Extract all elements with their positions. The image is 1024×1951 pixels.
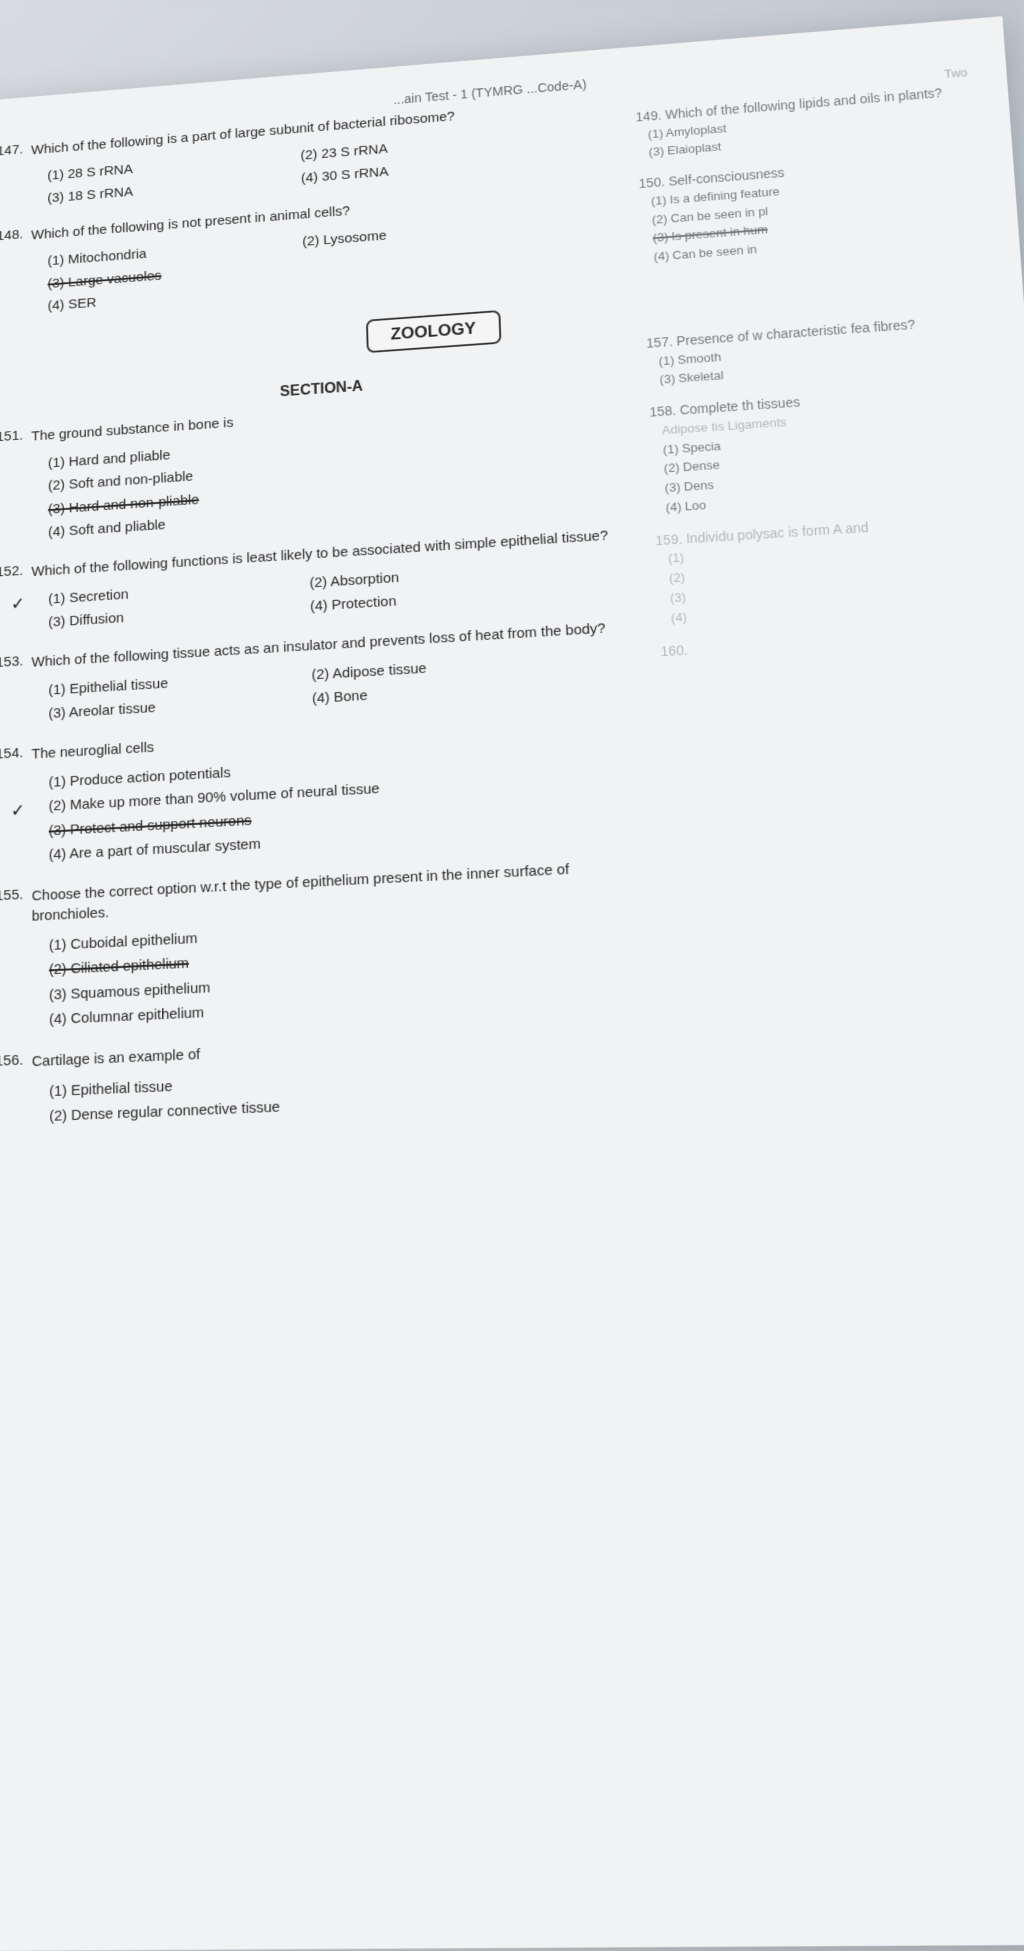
zoology-label: ZOOLOGY	[366, 310, 501, 353]
question-160: 160.	[660, 622, 1008, 661]
question-155: 155. Choose the correct option w.r.t the…	[32, 855, 647, 1033]
right-column: Two 149. Which of the following lipids a…	[635, 65, 1024, 1122]
q154-num: 154.	[0, 744, 23, 762]
q153-num: 153.	[0, 653, 23, 670]
question-159: 159. Individu polysac is form A and (1) …	[655, 510, 1006, 629]
left-column: 147. Which of the following is a part of…	[31, 95, 652, 1148]
q147-num: 147.	[0, 142, 23, 159]
question-158: 158. Complete th tissues Adipose tis Lig…	[649, 381, 998, 519]
q160-num: 160.	[660, 642, 688, 659]
question-150: 150. Self-consciousness (1) Is a definin…	[638, 150, 979, 268]
q157-num: 157.	[646, 334, 673, 350]
q150-num: 150.	[638, 175, 665, 191]
q155-num: 155.	[0, 886, 23, 904]
q158-num: 158.	[649, 403, 676, 420]
q152-num: 152.	[0, 562, 23, 579]
q148-num: 148.	[0, 227, 23, 244]
q149-num: 149.	[635, 108, 662, 124]
q159-num: 159.	[655, 531, 682, 548]
question-154: 154. The neuroglial cells (1) Produce ac…	[32, 710, 640, 868]
question-153: 153. Which of the following tissue acts …	[31, 617, 632, 727]
question-156: 156. Cartilage is an example of (1) Epit…	[32, 1024, 652, 1130]
q151-num: 151.	[0, 427, 23, 444]
question-152: 152. Which of the following functions is…	[31, 524, 628, 635]
q156-num: 156.	[0, 1051, 23, 1069]
